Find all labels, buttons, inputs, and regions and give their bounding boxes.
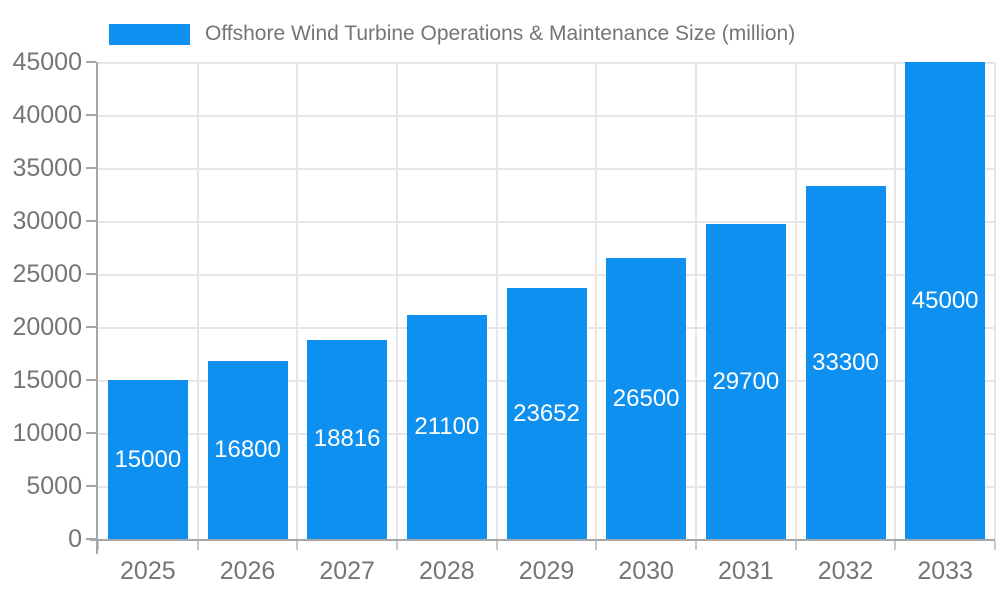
bar-2027: 18816	[307, 339, 388, 539]
legend-label: Offshore Wind Turbine Operations & Maint…	[205, 22, 796, 45]
x-axis-label: 2031	[718, 557, 774, 585]
x-axis-line	[90, 539, 995, 541]
x-tick-2	[296, 541, 299, 550]
y-axis-label: 25000	[12, 260, 82, 288]
v-gridline-3	[396, 62, 398, 539]
y-axis-label: 15000	[12, 366, 82, 394]
y-tick-10000	[86, 432, 96, 434]
y-tick-15000	[86, 379, 96, 381]
y-tick-5000	[86, 485, 96, 487]
v-gridline-8	[894, 62, 897, 539]
v-gridline-1	[196, 62, 199, 539]
x-tick-3	[396, 541, 398, 550]
bar-value-label: 15000	[114, 445, 182, 473]
y-tick-30000	[86, 220, 96, 222]
x-axis-label: 2030	[618, 557, 674, 585]
x-tick-0	[97, 541, 99, 550]
bar-value-label: 18816	[313, 425, 381, 453]
x-axis-label: 2032	[817, 557, 874, 585]
legend: Offshore Wind Turbine Operations & Maint…	[109, 22, 795, 46]
bar-2025: 15000	[107, 380, 188, 539]
h-gridline-25000	[98, 274, 995, 276]
v-gridline-9	[994, 62, 996, 539]
y-axis-label: 40000	[12, 101, 82, 129]
x-tick-7	[794, 541, 797, 550]
x-tick-4	[495, 541, 498, 550]
bar-2031: 29700	[705, 224, 786, 539]
y-axis-label: 35000	[12, 154, 82, 182]
bar-value-label: 26500	[612, 384, 680, 412]
bar-2033: 45000	[905, 62, 986, 539]
bar-value-label: 45000	[911, 286, 979, 314]
y-axis-label: 0	[68, 525, 82, 553]
bar-value-label: 29700	[712, 367, 780, 395]
bar-value-label: 21100	[414, 413, 480, 441]
y-tick-20000	[86, 326, 96, 328]
y-axis-label: 20000	[12, 313, 82, 341]
bar-value-label: 23652	[513, 399, 580, 427]
plot-area: 15000 16800 18816 21100 23652 26500 29700 33300…	[98, 62, 996, 539]
x-tick-9	[994, 541, 996, 550]
bar-value-label: 33300	[812, 348, 879, 376]
v-gridline-2	[296, 62, 299, 539]
y-axis-label: 10000	[12, 419, 82, 447]
x-tick-5	[595, 541, 598, 550]
x-axis-label: 2026	[219, 557, 276, 585]
v-gridline-6	[695, 62, 697, 539]
bar-2030: 26500	[606, 258, 687, 539]
bar-2029: 23652	[506, 288, 587, 539]
y-axis-line	[96, 62, 98, 554]
v-gridline-4	[495, 62, 498, 539]
bar-2032: 33300	[805, 186, 886, 539]
legend-swatch	[109, 23, 190, 45]
h-gridline-30000	[98, 221, 995, 223]
y-tick-40000	[86, 114, 96, 116]
v-gridline-7	[794, 62, 797, 539]
y-axis-label: 45000	[12, 48, 82, 76]
x-tick-1	[196, 541, 199, 550]
x-axis-label: 2028	[419, 557, 475, 585]
y-tick-0	[86, 538, 96, 540]
h-gridline-45000	[98, 62, 995, 64]
h-gridline-35000	[98, 168, 995, 170]
bar-2026: 16800	[207, 360, 288, 539]
h-gridline-40000	[98, 115, 995, 117]
x-tick-8	[894, 541, 897, 550]
y-tick-35000	[86, 167, 96, 169]
y-axis-label: 30000	[12, 207, 82, 235]
x-axis-label: 2027	[319, 557, 375, 585]
y-tick-25000	[86, 273, 96, 275]
bar-2028: 21100	[406, 315, 487, 539]
x-axis-label: 2029	[518, 557, 575, 585]
x-axis-label: 2025	[120, 557, 176, 585]
x-axis-label: 2033	[917, 557, 973, 585]
x-tick-6	[695, 541, 697, 550]
bar-value-label: 16800	[214, 435, 281, 463]
y-tick-45000	[86, 61, 96, 63]
y-axis-label: 5000	[26, 472, 82, 500]
v-gridline-5	[595, 62, 598, 539]
